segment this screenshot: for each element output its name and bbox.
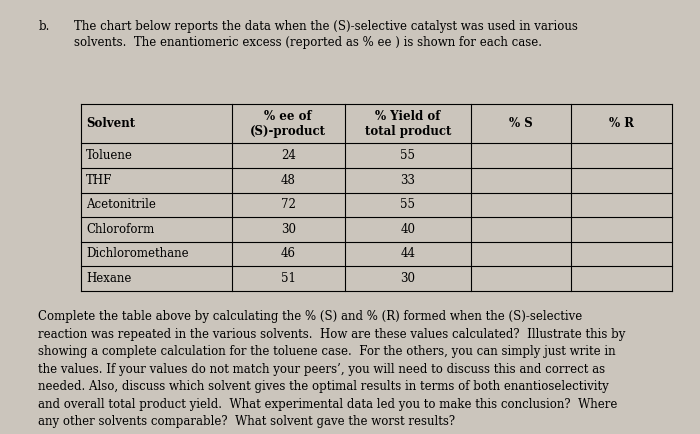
Text: Toluene: Toluene bbox=[86, 149, 133, 162]
Text: 40: 40 bbox=[400, 223, 415, 236]
Text: 72: 72 bbox=[281, 198, 295, 211]
Text: solvents.  The enantiomeric excess (reported as % ee ) is shown for each case.: solvents. The enantiomeric excess (repor… bbox=[74, 36, 542, 49]
Text: 33: 33 bbox=[400, 174, 415, 187]
Text: Complete the table above by calculating the % (S) and % (R) formed when the (S)-: Complete the table above by calculating … bbox=[38, 310, 626, 428]
Text: Hexane: Hexane bbox=[86, 272, 132, 285]
Text: THF: THF bbox=[86, 174, 113, 187]
Text: Acetonitrile: Acetonitrile bbox=[86, 198, 156, 211]
Text: 44: 44 bbox=[400, 247, 415, 260]
Text: The chart below reports the data when the (S)-selective catalyst was used in var: The chart below reports the data when th… bbox=[74, 20, 578, 33]
Text: Chloroform: Chloroform bbox=[86, 223, 154, 236]
Text: 48: 48 bbox=[281, 174, 295, 187]
Text: 55: 55 bbox=[400, 198, 415, 211]
Text: 24: 24 bbox=[281, 149, 295, 162]
Text: % Yield of
total product: % Yield of total product bbox=[365, 110, 451, 138]
Text: 51: 51 bbox=[281, 272, 295, 285]
Text: 30: 30 bbox=[281, 223, 295, 236]
Text: 46: 46 bbox=[281, 247, 295, 260]
Text: Dichloromethane: Dichloromethane bbox=[86, 247, 189, 260]
Text: Solvent: Solvent bbox=[86, 117, 135, 130]
Text: 55: 55 bbox=[400, 149, 415, 162]
Text: % R: % R bbox=[609, 117, 634, 130]
Text: b.: b. bbox=[38, 20, 50, 33]
Text: % ee of
(S)-product: % ee of (S)-product bbox=[250, 110, 326, 138]
Text: % S: % S bbox=[509, 117, 533, 130]
Text: 30: 30 bbox=[400, 272, 415, 285]
